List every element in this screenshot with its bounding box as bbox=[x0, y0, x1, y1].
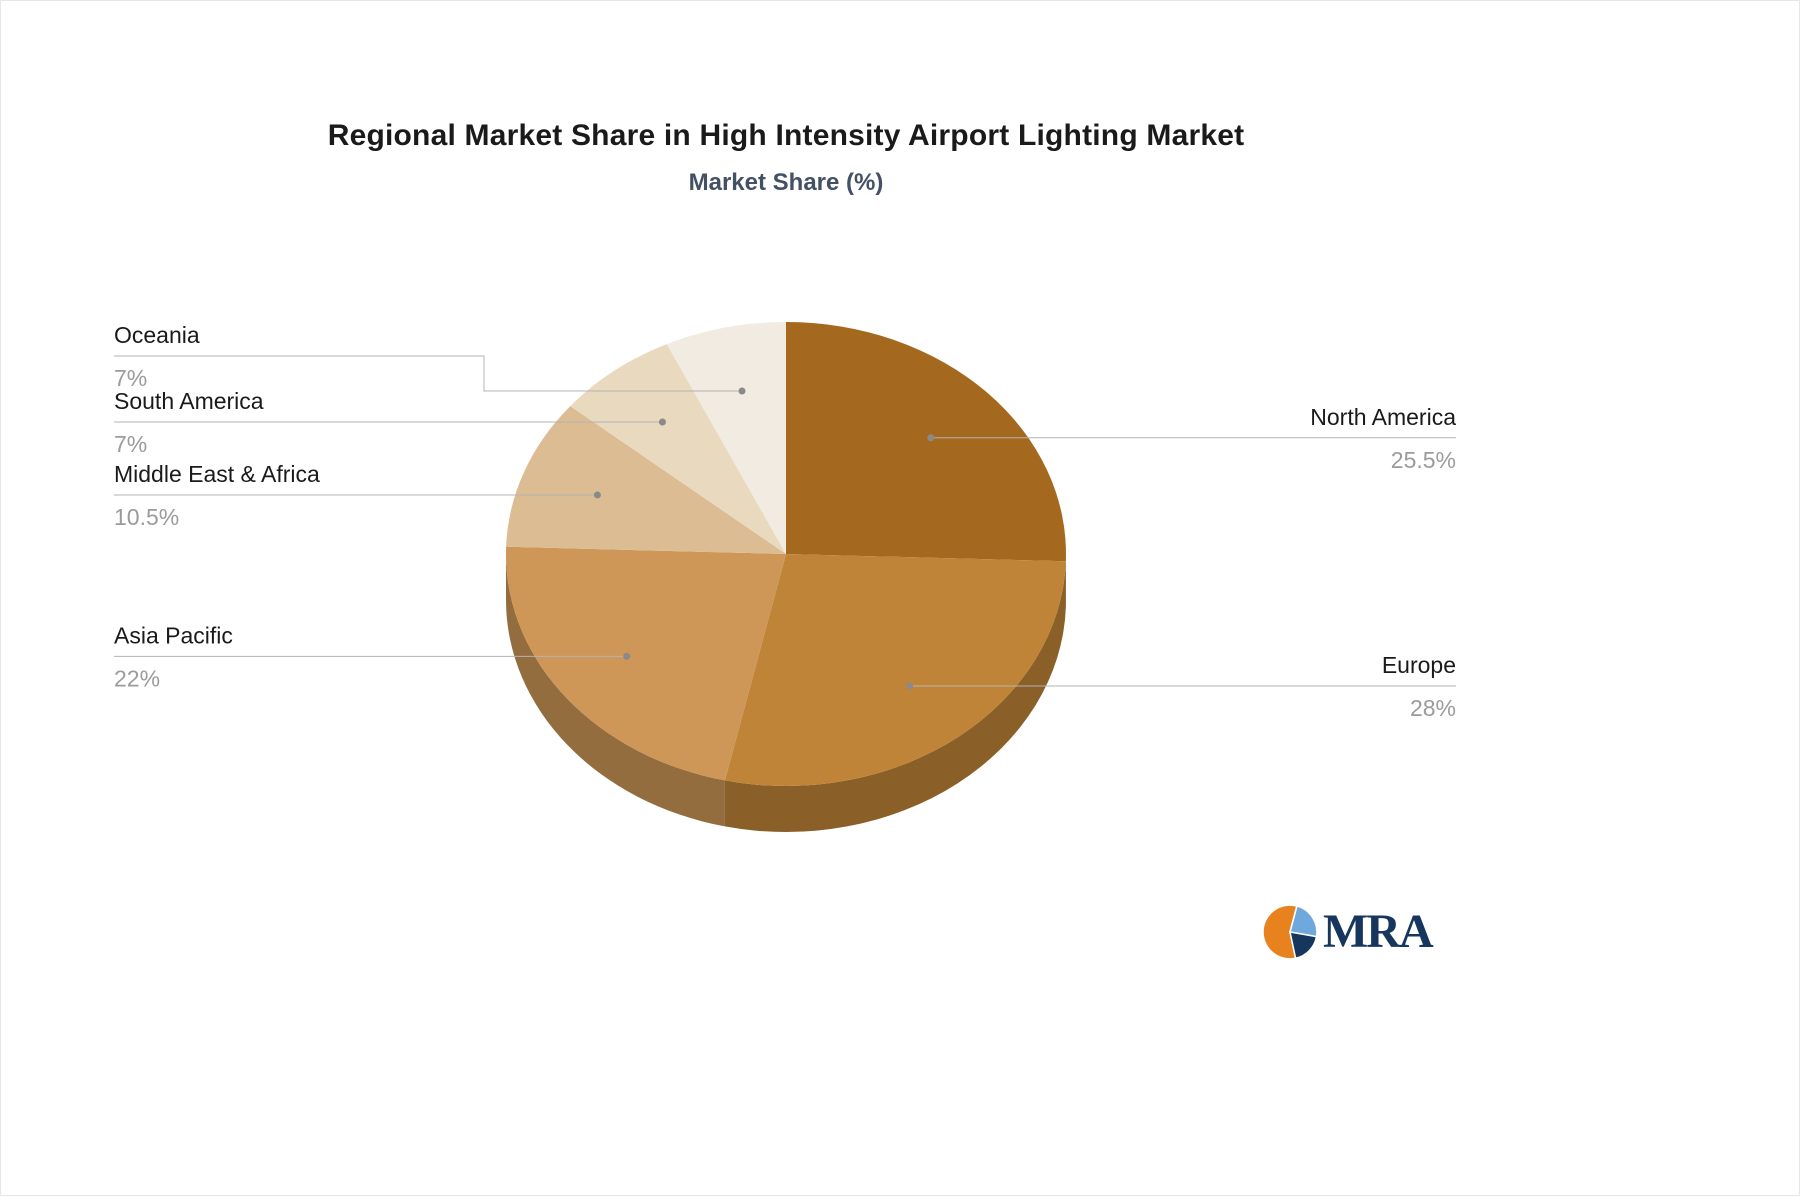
mra-logo-icon bbox=[1261, 903, 1319, 961]
slice-value-south-america: 7% bbox=[114, 431, 147, 457]
slice-value-oceania: 7% bbox=[114, 365, 147, 391]
leader-dot-oceania bbox=[739, 387, 746, 394]
slice-value-north-america: 25.5% bbox=[1391, 447, 1456, 473]
slice-value-europe: 28% bbox=[1410, 695, 1456, 721]
slice-label-europe: Europe bbox=[1382, 652, 1456, 678]
mra-logo: MRA bbox=[1261, 903, 1432, 961]
slice-label-asia-pacific: Asia Pacific bbox=[114, 622, 233, 648]
pie-slice-north-america[interactable] bbox=[786, 322, 1066, 561]
slice-label-middle-east-africa: Middle East & Africa bbox=[114, 461, 320, 487]
slice-label-north-america: North America bbox=[1310, 404, 1456, 430]
mra-logo-text: MRA bbox=[1323, 908, 1432, 956]
slice-value-middle-east-africa: 10.5% bbox=[114, 504, 179, 530]
leader-dot-south-america bbox=[659, 419, 666, 426]
leader-dot-north-america bbox=[927, 434, 934, 441]
slice-label-oceania: Oceania bbox=[114, 322, 200, 348]
leader-dot-europe bbox=[906, 682, 913, 689]
leader-dot-asia-pacific bbox=[623, 653, 630, 660]
leader-dot-middle-east-africa bbox=[594, 491, 601, 498]
slice-value-asia-pacific: 22% bbox=[114, 665, 160, 691]
slice-label-south-america: South America bbox=[114, 388, 264, 414]
